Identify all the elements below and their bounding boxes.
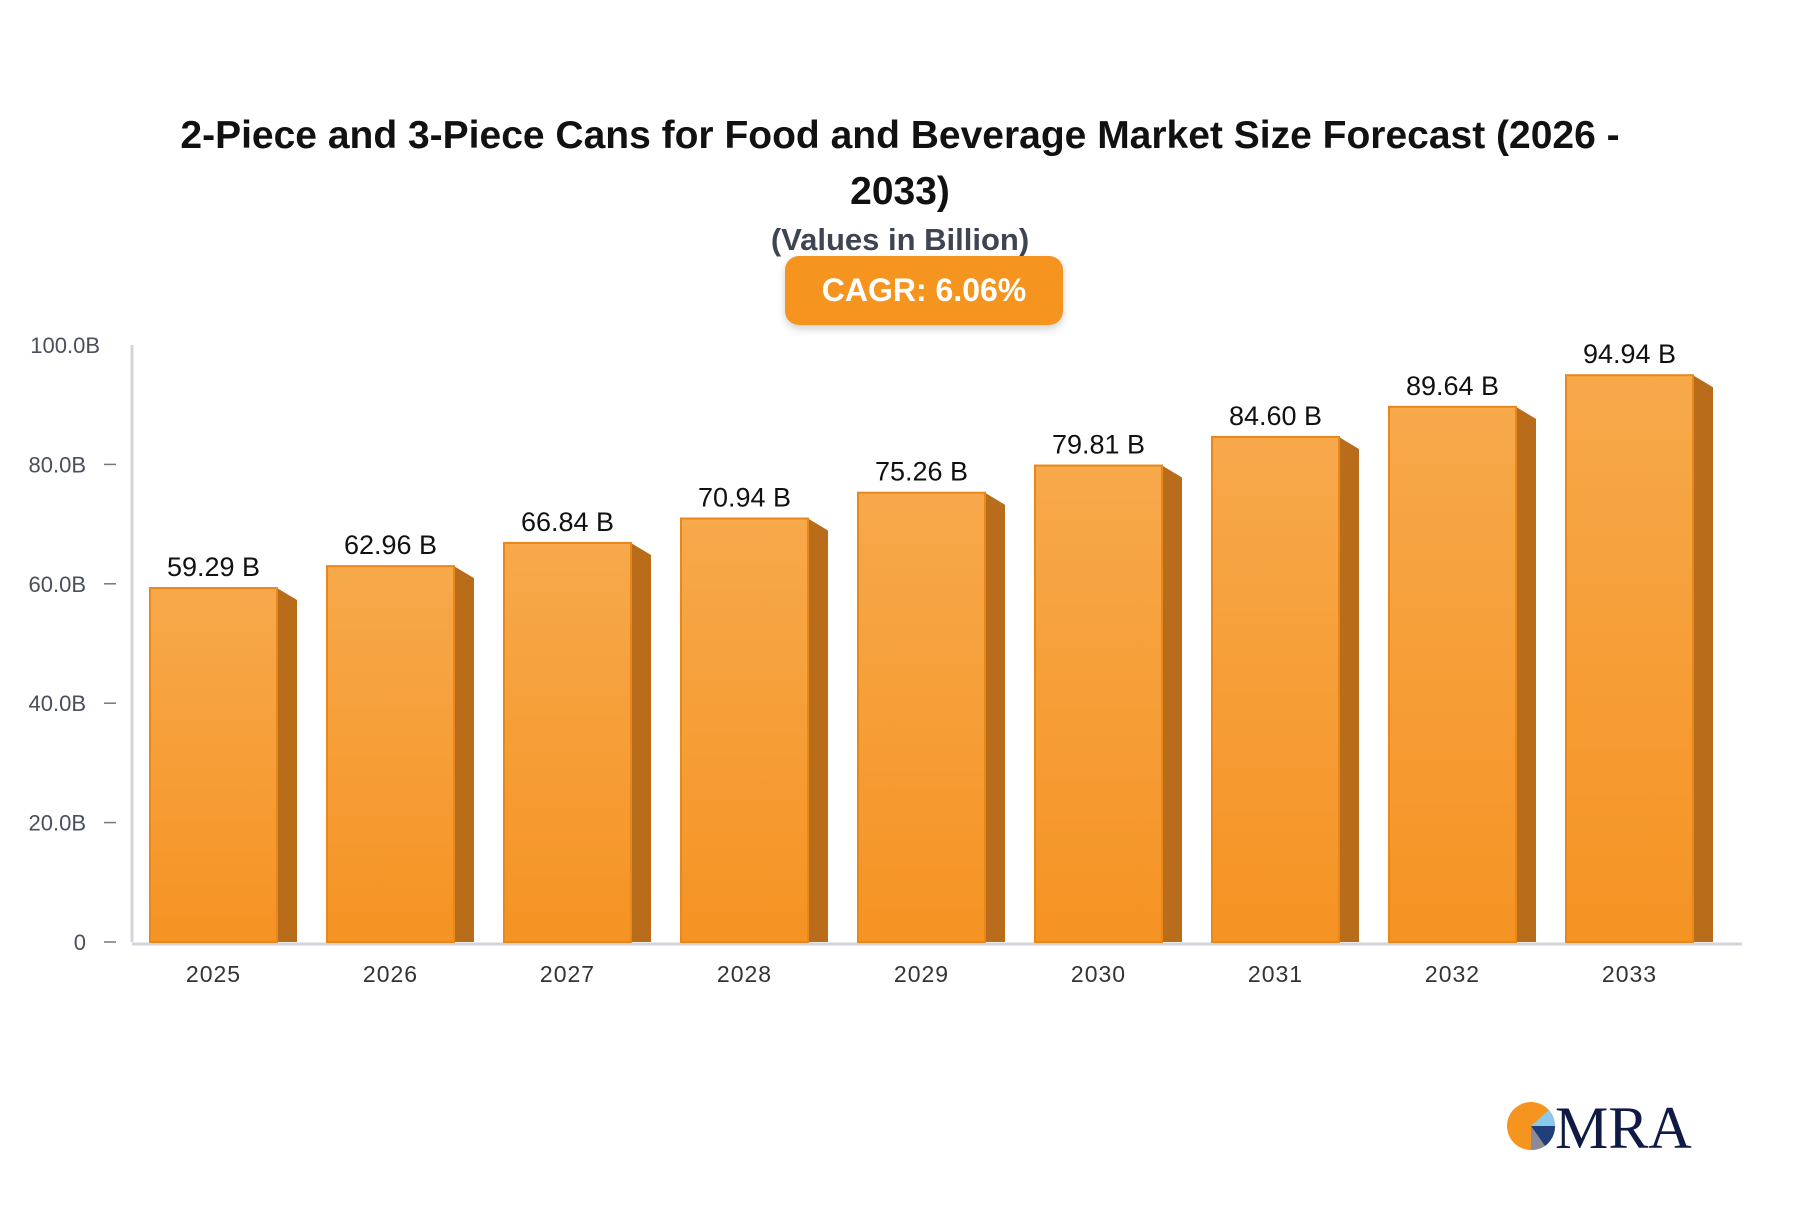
bar [1034, 464, 1163, 943]
x-tick-label: 2025 [186, 961, 241, 987]
data-label: 94.94 B [1583, 339, 1676, 369]
bar [857, 491, 986, 943]
data-label: 62.96 B [344, 530, 437, 560]
bar [1211, 435, 1340, 943]
bar-side [1693, 375, 1713, 942]
y-tick-label: 20.0B [29, 811, 87, 836]
data-label: 89.64 B [1406, 371, 1499, 401]
bar-side [631, 542, 651, 942]
data-label: 70.94 B [698, 482, 791, 512]
bar [326, 565, 455, 943]
y-tick-label: 60.0B [29, 572, 87, 597]
x-tick-label: 2029 [894, 961, 949, 987]
x-tick-label: 2026 [363, 961, 418, 987]
x-tick-label: 2027 [540, 961, 595, 987]
chart-subtitle: (Values in Billion) [770, 222, 1030, 257]
x-tick-label: 2030 [1071, 961, 1126, 987]
y-tick-label: 80.0B [29, 452, 87, 477]
y-tick-label: 40.0B [29, 691, 87, 716]
bar-side [1339, 436, 1359, 942]
bar-side [454, 566, 474, 942]
bar [149, 587, 278, 943]
chart-title: 2-Piece and 3-Piece Cans for Food and Be… [180, 114, 1620, 213]
bar [1388, 405, 1517, 944]
bar-side [1516, 406, 1536, 942]
y-tick-label: 0 [74, 930, 86, 955]
bar [1565, 374, 1694, 943]
logo-text: MRA [1555, 1096, 1692, 1156]
bar [680, 517, 809, 944]
bar-side [1162, 465, 1182, 942]
data-label: 66.84 B [521, 507, 614, 537]
data-label: 79.81 B [1052, 430, 1145, 460]
data-label: 75.26 B [875, 457, 968, 487]
x-tick-label: 2028 [717, 961, 772, 987]
bar-side [808, 518, 828, 942]
data-label: 59.29 B [167, 552, 260, 582]
bar-side [985, 492, 1005, 942]
x-tick-label: 2031 [1248, 961, 1303, 987]
x-tick-label: 2033 [1602, 961, 1657, 987]
y-tick-label: 100.0B [30, 333, 100, 358]
bar-side [277, 588, 297, 942]
cagr-badge: CAGR: 6.06% [785, 256, 1063, 325]
x-tick-label: 2032 [1425, 961, 1480, 987]
bar [503, 541, 632, 943]
mra-logo: MRA [1507, 1096, 1692, 1156]
data-label: 84.60 B [1229, 401, 1322, 431]
